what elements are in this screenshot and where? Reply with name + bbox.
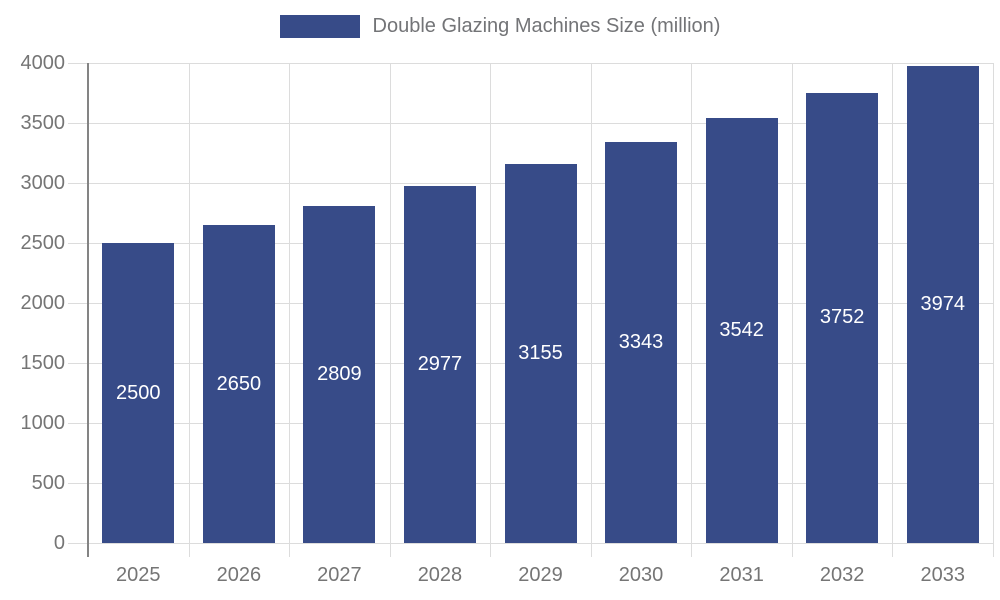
y-tick-label: 4000: [20, 52, 66, 74]
gridline-v: [389, 63, 391, 557]
gridline-h: [68, 543, 993, 544]
bar-value-label: 2500: [116, 381, 161, 404]
bar: 2500: [102, 243, 175, 543]
y-axis-line: [87, 63, 89, 557]
x-tick-label: 2029: [518, 564, 563, 586]
x-tick-label: 2030: [618, 564, 664, 586]
bar: 2809: [303, 205, 376, 543]
gridline-v: [892, 63, 894, 557]
gridline-h: [68, 123, 993, 124]
gridline-v: [691, 63, 693, 557]
y-tick-label: 500: [31, 472, 65, 494]
y-tick-label: 3000: [20, 172, 66, 194]
x-tick-label: 2025: [116, 564, 161, 586]
x-tick-label: 2028: [417, 564, 463, 586]
legend-swatch: [279, 15, 360, 38]
bar-value-label: 2977: [417, 352, 463, 375]
bar-value-label: 3974: [920, 293, 965, 316]
bar: 2650: [202, 225, 275, 543]
y-tick-label: 1500: [20, 352, 66, 374]
y-tick-label: 3500: [20, 112, 66, 134]
bar: 3343: [605, 141, 678, 543]
gridline-h: [68, 63, 993, 64]
bar: 3542: [705, 117, 778, 543]
bar-value-label: 3343: [618, 330, 664, 353]
bar: 3752: [806, 92, 879, 543]
bar: 3974: [906, 66, 979, 543]
legend[interactable]: Double Glazing Machines Size (million): [0, 15, 1000, 38]
bar: 2977: [403, 185, 476, 543]
gridline-v: [188, 63, 190, 557]
y-tick-label: 0: [53, 532, 65, 554]
gridline-v: [289, 63, 291, 557]
x-tick-label: 2032: [819, 564, 865, 586]
bar-value-label: 3752: [819, 306, 865, 329]
bar-value-label: 2809: [317, 362, 362, 385]
y-tick-label: 2500: [20, 232, 66, 254]
bar-value-label: 2650: [216, 372, 262, 395]
x-tick-label: 2026: [216, 564, 262, 586]
x-tick-label: 2027: [317, 564, 362, 586]
y-tick-label: 1000: [20, 412, 66, 434]
bar: 3155: [504, 164, 577, 543]
x-tick-label: 2031: [719, 564, 764, 586]
bar-value-label: 3542: [719, 318, 764, 341]
bar-value-label: 3155: [518, 342, 563, 365]
gridline-v: [590, 63, 592, 557]
gridline-v: [490, 63, 492, 557]
gridline-v: [791, 63, 793, 557]
y-tick-label: 2000: [20, 292, 66, 314]
x-tick-label: 2033: [920, 564, 965, 586]
legend-label: Double Glazing Machines Size (million): [372, 15, 721, 37]
gridline-v: [993, 63, 994, 557]
